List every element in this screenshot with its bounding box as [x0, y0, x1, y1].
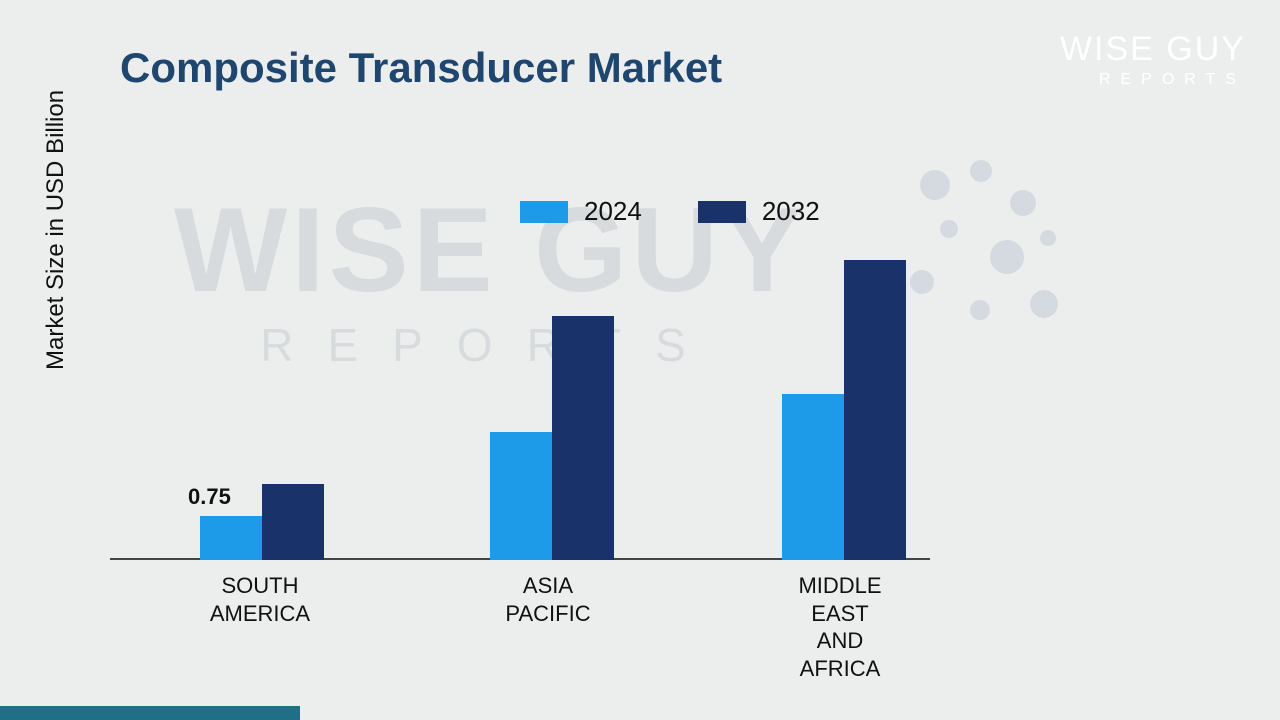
x-label-line: PACIFIC [468, 600, 628, 628]
x-label-line: ASIA [468, 572, 628, 600]
x-label-line: AND [760, 627, 920, 655]
x-label-line: MIDDLE [760, 572, 920, 600]
x-label-line: AMERICA [180, 600, 340, 628]
bar-series-a [782, 394, 844, 560]
plot-area: 0.75 [110, 240, 930, 560]
legend-item-2024: 2024 [520, 196, 642, 227]
bar-value-label: 0.75 [188, 484, 231, 510]
x-label-south-america: SOUTH AMERICA [180, 572, 340, 627]
bar-series-a [490, 432, 552, 560]
bar-series-a [200, 516, 262, 560]
x-label-asia-pacific: ASIA PACIFIC [468, 572, 628, 627]
brand-logo-line2: REPORTS [1060, 71, 1246, 89]
x-label-line: EAST [760, 600, 920, 628]
x-label-line: SOUTH [180, 572, 340, 600]
legend: 2024 2032 [520, 196, 820, 227]
legend-swatch-2024 [520, 201, 568, 223]
bar-series-b [552, 316, 614, 560]
bottom-left-strip [0, 706, 300, 720]
brand-logo-line1: WISE GUY [1060, 30, 1246, 69]
chart-title: Composite Transducer Market [120, 44, 722, 92]
bar-series-b [844, 260, 906, 560]
legend-label-2032: 2032 [762, 196, 820, 227]
x-label-middle-east-and-africa: MIDDLE EAST AND AFRICA [760, 572, 920, 682]
y-axis-label: Market Size in USD Billion [42, 90, 70, 370]
legend-item-2032: 2032 [698, 196, 820, 227]
legend-label-2024: 2024 [584, 196, 642, 227]
brand-logo: WISE GUY REPORTS [1060, 30, 1246, 89]
x-label-line: AFRICA [760, 655, 920, 683]
stage: WISE GUY REPORTS Composite Transducer Ma… [0, 0, 1280, 720]
legend-swatch-2032 [698, 201, 746, 223]
bar-series-b [262, 484, 324, 560]
